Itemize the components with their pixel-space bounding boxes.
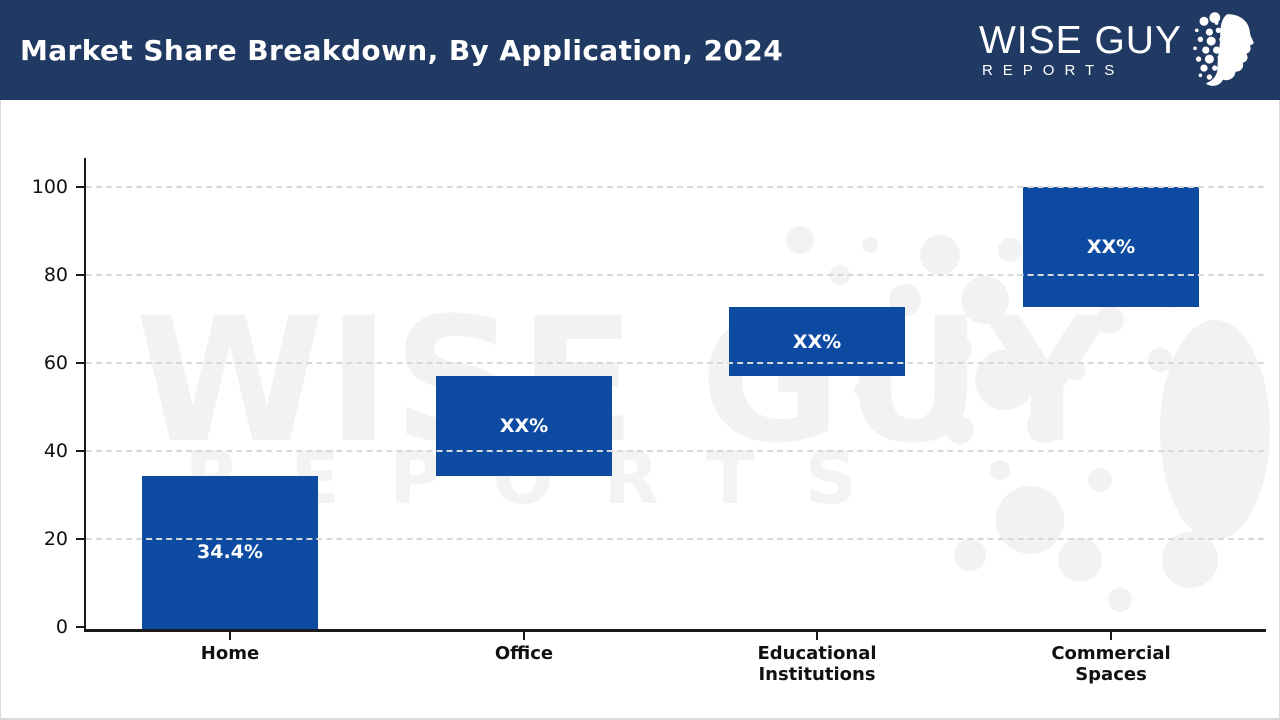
y-axis-line: [84, 158, 86, 631]
bar: [729, 307, 905, 377]
chart-title: Market Share Breakdown, By Application, …: [20, 33, 784, 67]
y-tick: [76, 538, 85, 540]
x-axis-line: [84, 629, 1266, 632]
y-tick: [76, 362, 85, 364]
y-tick-label: 0: [55, 616, 68, 638]
logo-face-icon: [1193, 12, 1254, 86]
x-axis-label: Commercial Spaces: [1051, 643, 1171, 685]
y-tick: [76, 186, 85, 188]
logo-text: WISE GUY REPORTS: [978, 18, 1182, 80]
logo: WISE GUY REPORTS: [979, 8, 1258, 92]
gridline: [86, 274, 1264, 276]
x-tick: [816, 631, 818, 640]
x-tick: [523, 631, 525, 640]
y-tick: [76, 274, 85, 276]
gridline: [86, 450, 1264, 452]
x-axis-label: Home: [200, 643, 260, 664]
bar: [436, 376, 612, 476]
bar: [1023, 187, 1199, 308]
gridline: [86, 186, 1264, 188]
x-tick: [229, 631, 231, 640]
y-tick-label: 20: [43, 528, 68, 550]
bar-value-label: XX%: [1086, 236, 1136, 259]
bar-value-label: 34.4%: [197, 541, 263, 564]
y-tick: [76, 450, 85, 452]
x-axis-label: Office: [494, 643, 554, 664]
page-border-left: [0, 100, 1, 720]
y-tick-label: 100: [31, 176, 68, 198]
gridline: [86, 538, 1264, 540]
x-axis-label: Educational Institutions: [757, 643, 877, 685]
header: Market Share Breakdown, By Application, …: [0, 0, 1280, 100]
page-border-bottom: [0, 718, 1280, 720]
gridline: [86, 362, 1264, 364]
y-tick-label: 40: [43, 440, 68, 462]
y-tick: [76, 626, 85, 628]
logo-subtitle: REPORTS: [981, 61, 1125, 79]
bar-value-label: XX%: [792, 330, 842, 353]
logo-wordmark: WISE GUY: [978, 18, 1182, 62]
x-tick: [1110, 631, 1112, 640]
bar-value-label: XX%: [499, 414, 549, 437]
y-tick-label: 60: [43, 352, 68, 374]
bar: [142, 475, 318, 629]
y-tick-label: 80: [43, 264, 68, 286]
